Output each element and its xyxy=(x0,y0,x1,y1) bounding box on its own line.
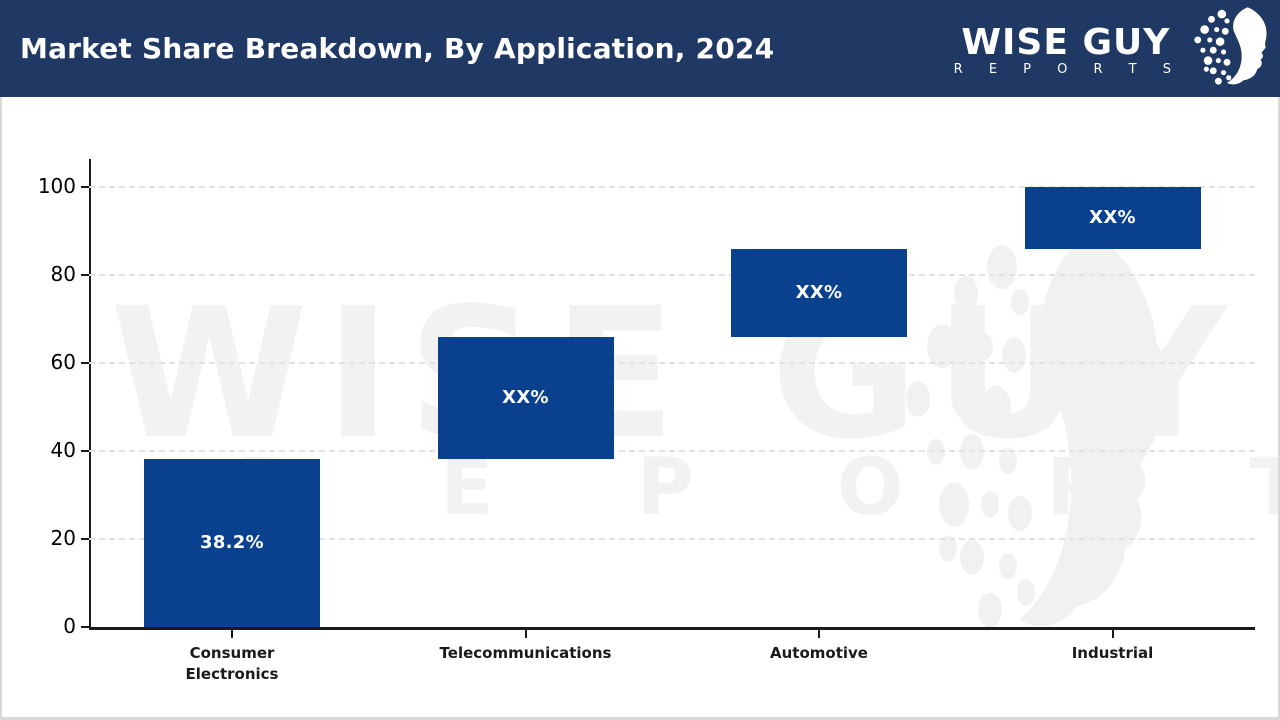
y-tick-label-60: 60 xyxy=(50,350,76,374)
x-tick-3 xyxy=(818,630,820,638)
y-tick-label-100: 100 xyxy=(37,174,76,198)
bar-industrial: XX% xyxy=(1024,187,1201,249)
y-tick-80 xyxy=(81,274,89,276)
y-tick-40 xyxy=(81,450,89,452)
wiseguy-logo-line2: R E P O R T S xyxy=(953,61,1182,77)
wiseguy-logo-line1: WISE GUY xyxy=(961,22,1171,64)
x-tick-1 xyxy=(231,630,233,638)
bar-telecommunications: XX% xyxy=(437,336,614,459)
bar-value-label: 38.2% xyxy=(200,532,264,554)
x-tick-2 xyxy=(524,630,527,638)
gridline-20 xyxy=(89,538,1255,540)
x-category-label: Consumer Electronics xyxy=(185,644,279,683)
gridline-80 xyxy=(89,274,1255,276)
y-tick-60 xyxy=(81,362,89,364)
x-category-label: Automotive xyxy=(770,644,868,662)
page-title: Market Share Breakdown, By Application, … xyxy=(20,32,775,65)
bar-consumer-electronics: 38.2% xyxy=(144,458,320,627)
watermark-text-primary: WISE GUY xyxy=(110,270,1244,479)
y-tick-label-0: 0 xyxy=(63,614,76,638)
gridline-60 xyxy=(89,362,1255,364)
watermark-face-icon xyxy=(870,223,1170,667)
waterfall-chart: 0 20 40 60 80 100 38.2% Consumer Electronics XX%… xyxy=(2,97,1278,717)
bar-value-label: XX% xyxy=(795,282,843,304)
y-tick-label-40: 40 xyxy=(50,438,76,462)
y-axis-spine xyxy=(89,159,91,629)
y-tick-100 xyxy=(81,186,89,188)
wiseguy-logo: WISE GUY R E P O R T S xyxy=(950,4,1270,97)
chart-canvas: WISE GUY R E P O R T S 02040608010038.2%… xyxy=(0,97,1280,720)
bar-value-label: XX% xyxy=(1089,207,1136,229)
y-tick-0 xyxy=(81,626,89,628)
bar-automotive: XX% xyxy=(731,248,907,337)
x-axis-spine xyxy=(89,627,1255,630)
bar-value-label: XX% xyxy=(502,387,549,409)
y-tick-label-80: 80 xyxy=(50,262,76,286)
wiseguy-logo-text: WISE GUY R E P O R T S xyxy=(950,24,1182,77)
gridline-40 xyxy=(89,450,1255,452)
gridline-100 xyxy=(89,186,1255,188)
x-tick-4 xyxy=(1111,630,1114,638)
x-category-label: Telecommunications xyxy=(439,644,612,662)
y-tick-label-20: 20 xyxy=(50,526,76,550)
x-category-label: Industrial xyxy=(1071,644,1154,662)
y-tick-20 xyxy=(81,538,89,540)
header-bar: Market Share Breakdown, By Application, … xyxy=(0,0,1280,97)
wiseguy-face-icon xyxy=(1184,4,1270,97)
